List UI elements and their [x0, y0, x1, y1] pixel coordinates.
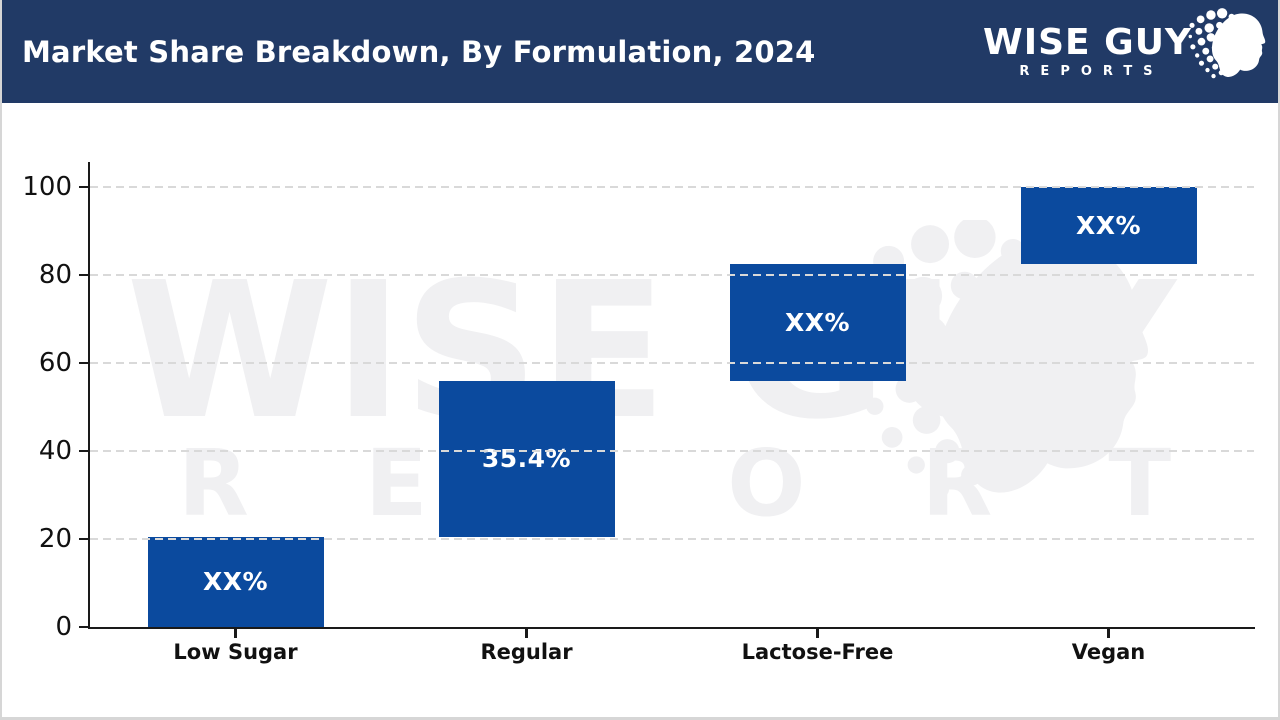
bar-value-label: XX%: [202, 567, 269, 597]
bar-vegan: XX%: [1020, 187, 1197, 264]
y-axis-tick: [79, 186, 88, 189]
gridline: [90, 362, 1254, 364]
page-title: Market Share Breakdown, By Formulation, …: [22, 34, 816, 69]
gridline: [90, 274, 1254, 276]
gridline: [90, 450, 1254, 452]
gridline: [90, 538, 1254, 540]
y-axis-tick-label: 40: [38, 436, 72, 466]
x-category-label: Vegan: [1071, 640, 1146, 664]
wise-guy-face-icon: [1188, 7, 1266, 78]
bar-low-sugar: XX%: [147, 536, 324, 627]
y-axis-tick: [79, 450, 88, 453]
y-axis-tick-label: 60: [38, 348, 72, 378]
bar-value-label: 35.4%: [481, 444, 572, 474]
x-category-label: Lactose-Free: [741, 640, 894, 664]
y-axis-line: [87, 162, 90, 630]
x-axis-tick: [234, 629, 237, 638]
logo-wordmark: WISE GUY: [982, 21, 1192, 63]
x-axis-tick: [816, 629, 819, 638]
bar-value-label: XX%: [784, 307, 851, 337]
y-axis-tick: [79, 362, 88, 365]
x-axis-tick: [1107, 629, 1110, 638]
y-axis-tick-label: 0: [55, 612, 72, 642]
x-axis-line: [87, 627, 1255, 630]
y-axis-tick-label: 20: [38, 524, 72, 554]
report-header: Market Share Breakdown, By Formulation, …: [2, 0, 1278, 103]
x-category-label: Low Sugar: [173, 640, 298, 664]
gridline: [90, 186, 1254, 188]
x-axis-tick: [525, 629, 528, 638]
y-axis-tick-label: 100: [22, 172, 72, 202]
logo-text: WISE GUY REPORTS: [982, 21, 1192, 79]
y-axis-tick: [79, 626, 88, 629]
y-axis-tick: [79, 274, 88, 277]
x-category-label: Regular: [480, 640, 573, 664]
logo-subtitle: REPORTS: [1019, 63, 1164, 79]
y-axis-tick: [79, 538, 88, 541]
y-axis-tick-label: 80: [38, 260, 72, 290]
bar-regular: 35.4%: [438, 381, 615, 537]
bar-value-label: XX%: [1075, 210, 1142, 240]
wise-guy-logo: WISE GUY REPORTS: [983, 0, 1272, 103]
